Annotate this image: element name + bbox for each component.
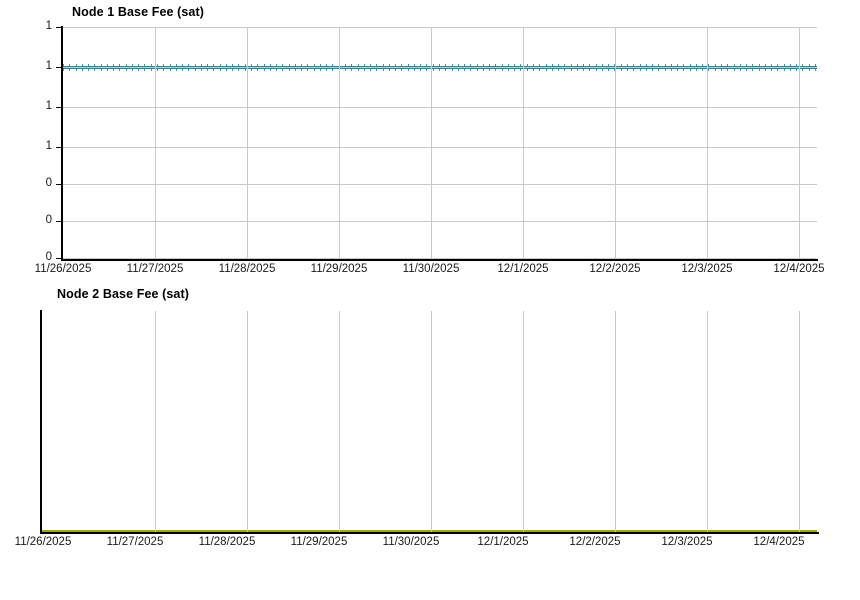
gridline-vertical	[523, 27, 524, 259]
plot-area-node1	[63, 27, 817, 259]
gridline-horizontal	[63, 221, 817, 222]
x-axis-tick-label: 11/30/2025	[402, 263, 460, 275]
x-axis-tick-label: 12/3/2025	[681, 263, 733, 275]
x-axis-tick-label: 11/29/2025	[290, 536, 348, 548]
gridline-vertical	[707, 311, 708, 532]
y-axis-tick-label: 0	[45, 214, 52, 226]
y-axis-tick	[56, 184, 61, 185]
gridline-vertical	[155, 27, 156, 259]
x-axis-tick-label: 11/30/2025	[382, 536, 440, 548]
gridline-vertical	[431, 27, 432, 259]
series-line-node2	[42, 530, 817, 532]
y-axis-tick-label: 1	[45, 60, 52, 72]
gridline-horizontal	[63, 184, 817, 185]
x-axis-tick-label: 11/27/2025	[106, 536, 164, 548]
y-axis-tick	[56, 67, 61, 68]
x-axis-tick-label: 12/3/2025	[661, 536, 713, 548]
gridline-vertical	[707, 27, 708, 259]
gridline-vertical	[247, 27, 248, 259]
x-axis-tick-label: 11/28/2025	[218, 263, 276, 275]
gridline-horizontal	[63, 147, 817, 148]
gridline-vertical	[615, 27, 616, 259]
x-axis-tick-label: 11/28/2025	[198, 536, 256, 548]
y-axis-tick-label: 0	[45, 177, 52, 189]
x-axis-tick-label: 12/2/2025	[569, 536, 621, 548]
gridline-vertical	[339, 27, 340, 259]
x-axis-tick-label: 11/27/2025	[126, 263, 184, 275]
x-axis-tick-label: 11/29/2025	[310, 263, 368, 275]
gridline-vertical	[339, 311, 340, 532]
y-axis-tick-label: 1	[45, 20, 52, 32]
y-axis-tick	[56, 147, 61, 148]
y-axis-node2	[40, 310, 42, 534]
x-axis-tick-label: 12/2/2025	[589, 263, 641, 275]
x-axis-node2	[40, 532, 819, 534]
y-axis-tick	[56, 258, 61, 259]
x-axis-tick-label: 12/1/2025	[477, 536, 529, 548]
gridline-horizontal	[63, 67, 817, 68]
plot-area-node2	[42, 311, 817, 532]
y-axis-tick	[56, 221, 61, 222]
x-axis-tick-label: 12/4/2025	[753, 536, 805, 548]
y-axis-tick	[56, 107, 61, 108]
x-axis-tick-label: 12/1/2025	[497, 263, 549, 275]
chart-title-node2: Node 2 Base Fee (sat)	[57, 287, 190, 301]
gridline-vertical	[523, 311, 524, 532]
y-axis-tick-label: 1	[45, 100, 52, 112]
gridline-horizontal	[63, 107, 817, 108]
gridline-horizontal	[63, 27, 817, 28]
gridline-horizontal	[63, 258, 817, 259]
gridline-vertical	[431, 311, 432, 532]
y-axis-node1	[61, 26, 63, 261]
chart-panel-node1: Node 1 Base Fee (sat) 1 1 1 1 0 0 0 11/26/2025…	[0, 0, 860, 285]
y-axis-tick	[56, 27, 61, 28]
gridline-vertical	[247, 311, 248, 532]
chart-title-node1: Node 1 Base Fee (sat)	[72, 5, 205, 19]
gridline-vertical	[799, 27, 800, 259]
y-axis-tick-label: 1	[45, 140, 52, 152]
x-axis-tick-label: 12/4/2025	[773, 263, 825, 275]
gridline-vertical	[799, 311, 800, 532]
chart-panel-node2: Node 2 Base Fee (sat) 11/26/2025 11/27/20…	[0, 283, 860, 600]
x-axis-tick-label: 11/26/2025	[34, 263, 92, 275]
y-axis-tick-label: 0	[45, 251, 52, 263]
x-axis-tick-label: 11/26/2025	[14, 536, 72, 548]
gridline-vertical	[615, 311, 616, 532]
gridline-vertical	[155, 311, 156, 532]
x-axis-node1	[61, 259, 818, 261]
